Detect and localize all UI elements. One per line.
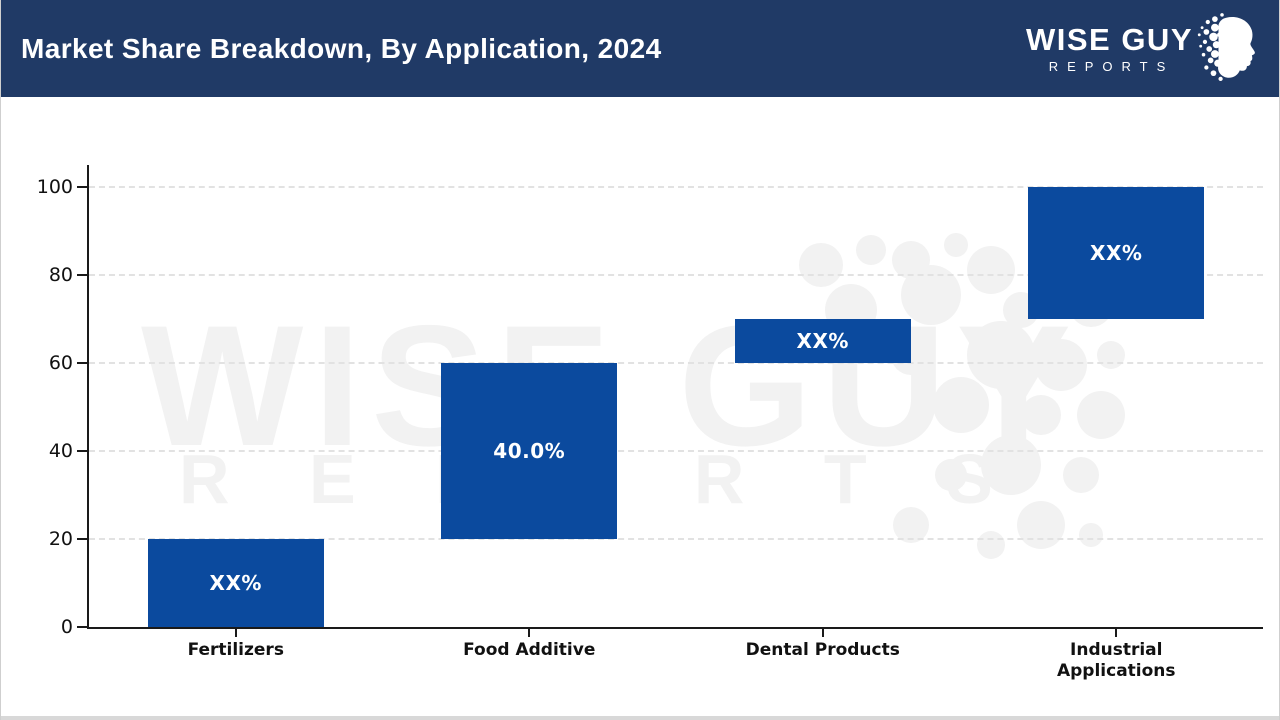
y-tick-label: 0 bbox=[60, 616, 73, 638]
x-tick bbox=[1115, 629, 1118, 637]
gridline bbox=[89, 186, 1263, 188]
logo-face-icon bbox=[1197, 12, 1255, 81]
y-tick-label: 20 bbox=[48, 528, 73, 550]
x-category-label: Dental Products bbox=[745, 640, 900, 660]
y-tick-label: 80 bbox=[48, 264, 73, 286]
x-tick bbox=[528, 629, 531, 637]
y-tick bbox=[77, 626, 87, 628]
page-title: Market Share Breakdown, By Application, … bbox=[21, 32, 662, 64]
bar: 40.0% bbox=[441, 363, 618, 539]
y-tick-label: 60 bbox=[48, 352, 73, 374]
bar: XX% bbox=[734, 319, 911, 363]
y-tick bbox=[77, 186, 87, 188]
x-category-label: Fertilizers bbox=[187, 640, 284, 660]
y-tick bbox=[77, 274, 87, 276]
y-tick bbox=[77, 362, 87, 364]
x-tick bbox=[234, 629, 237, 637]
y-tick bbox=[77, 450, 87, 452]
gridline bbox=[89, 362, 1263, 364]
gridline bbox=[89, 274, 1263, 276]
x-tick bbox=[821, 629, 824, 637]
logo-text: WISE GUY REPORTS bbox=[1026, 24, 1193, 74]
x-category-label: Industrial Applications bbox=[1056, 640, 1176, 682]
x-category-label: Food Additive bbox=[463, 640, 596, 660]
y-tick-label: 100 bbox=[36, 176, 73, 198]
bar: XX% bbox=[1028, 187, 1205, 319]
bar-value-label: XX% bbox=[1090, 241, 1143, 265]
wise-guy-logo: WISE GUY REPORTS bbox=[1026, 9, 1259, 89]
logo-wordmark: WISE GUY bbox=[1025, 21, 1193, 57]
bar-value-label: XX% bbox=[796, 329, 849, 353]
bar-value-label: XX% bbox=[209, 571, 262, 595]
footer-bar bbox=[1, 716, 1279, 720]
plot-area: 0 20 40 60 80 100 XX% Fertilizers 40.0% Food Addi… bbox=[37, 165, 1263, 681]
gridline bbox=[89, 538, 1263, 540]
bar: XX% bbox=[147, 539, 324, 627]
y-axis-spine bbox=[87, 165, 89, 629]
bar-value-label: 40.0% bbox=[493, 439, 566, 463]
gridline bbox=[89, 450, 1263, 452]
y-tick bbox=[77, 538, 87, 540]
logo-subtitle: REPORTS bbox=[1048, 58, 1175, 74]
header: Market Share Breakdown, By Application, … bbox=[1, 0, 1279, 97]
x-axis-spine bbox=[87, 627, 1263, 629]
y-tick-label: 40 bbox=[48, 440, 73, 462]
